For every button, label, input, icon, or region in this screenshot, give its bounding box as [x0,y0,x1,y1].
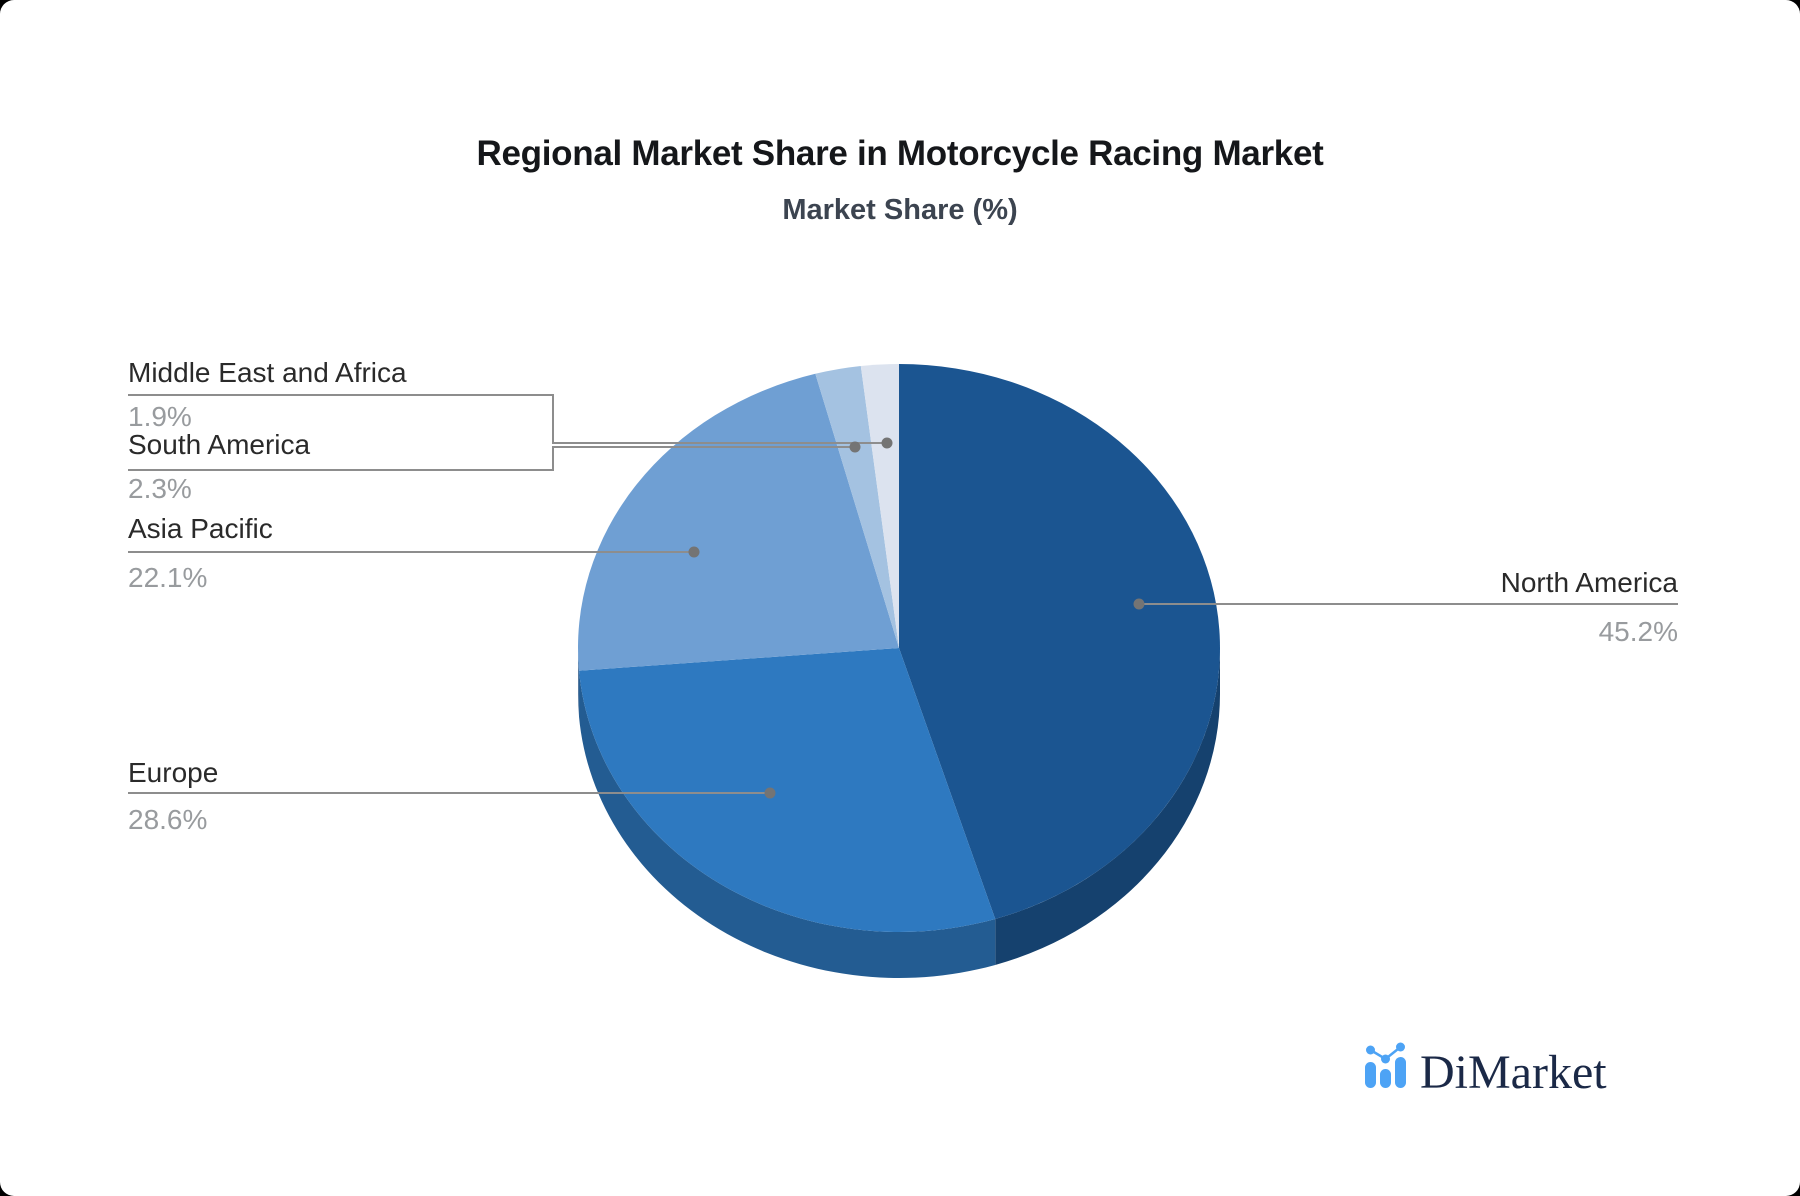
brand-name: DiMarket [1420,1046,1607,1099]
callout-middle-east-and-africa: Middle East and Africa 1.9% [128,356,407,434]
leader-dot-south-america [849,441,861,453]
region-label: Asia Pacific [128,513,273,544]
region-pct: 22.1% [128,562,208,593]
leader-dot-north-america [1133,598,1145,610]
pie-3d [578,364,1220,978]
region-pct: 45.2% [1598,616,1678,647]
leader-dot-middle-east-and-africa [881,437,893,449]
pie-side-north-america [995,648,1220,965]
chart-title: Regional Market Share in Motorcycle Raci… [476,134,1324,173]
region-pct: 28.6% [128,804,208,835]
pie-slice-south-america[interactable] [815,366,899,648]
callout-south-america: South America 2.3% [128,428,310,506]
leader-dot-asia-pacific [688,546,700,558]
callout-europe: Europe 28.6% [128,756,218,837]
region-label: North America [1500,567,1678,598]
callout-asia-pacific: Asia Pacific 22.1% [128,512,273,595]
pie-slice-asia-pacific[interactable] [578,373,899,671]
chart-subtitle: Market Share (%) [782,194,1018,226]
region-label: Middle East and Africa [128,357,407,388]
leader-lines [128,394,1678,794]
pie-slice-europe[interactable] [579,648,996,932]
pie-side-europe [579,670,996,978]
leader-dot-europe [764,787,776,799]
leader-line-south-america [128,446,855,471]
region-label: South America [128,429,311,460]
region-pct: 1.9% [128,401,192,432]
region-pct: 2.3% [128,473,192,504]
leader-line-middle-east-and-africa [128,394,887,444]
pie-slice-north-america[interactable] [899,364,1220,919]
pie-slice-middle-east-and-africa[interactable] [860,364,899,648]
callout-north-america: North America 45.2% [1501,566,1678,649]
dimarket-logo: DiMarket [1365,1042,1607,1099]
pie-side-asia-pacific [578,648,580,717]
leader-dots [688,437,1145,799]
bar-chart-logo-icon [1365,1042,1406,1088]
region-label: Europe [128,757,219,788]
